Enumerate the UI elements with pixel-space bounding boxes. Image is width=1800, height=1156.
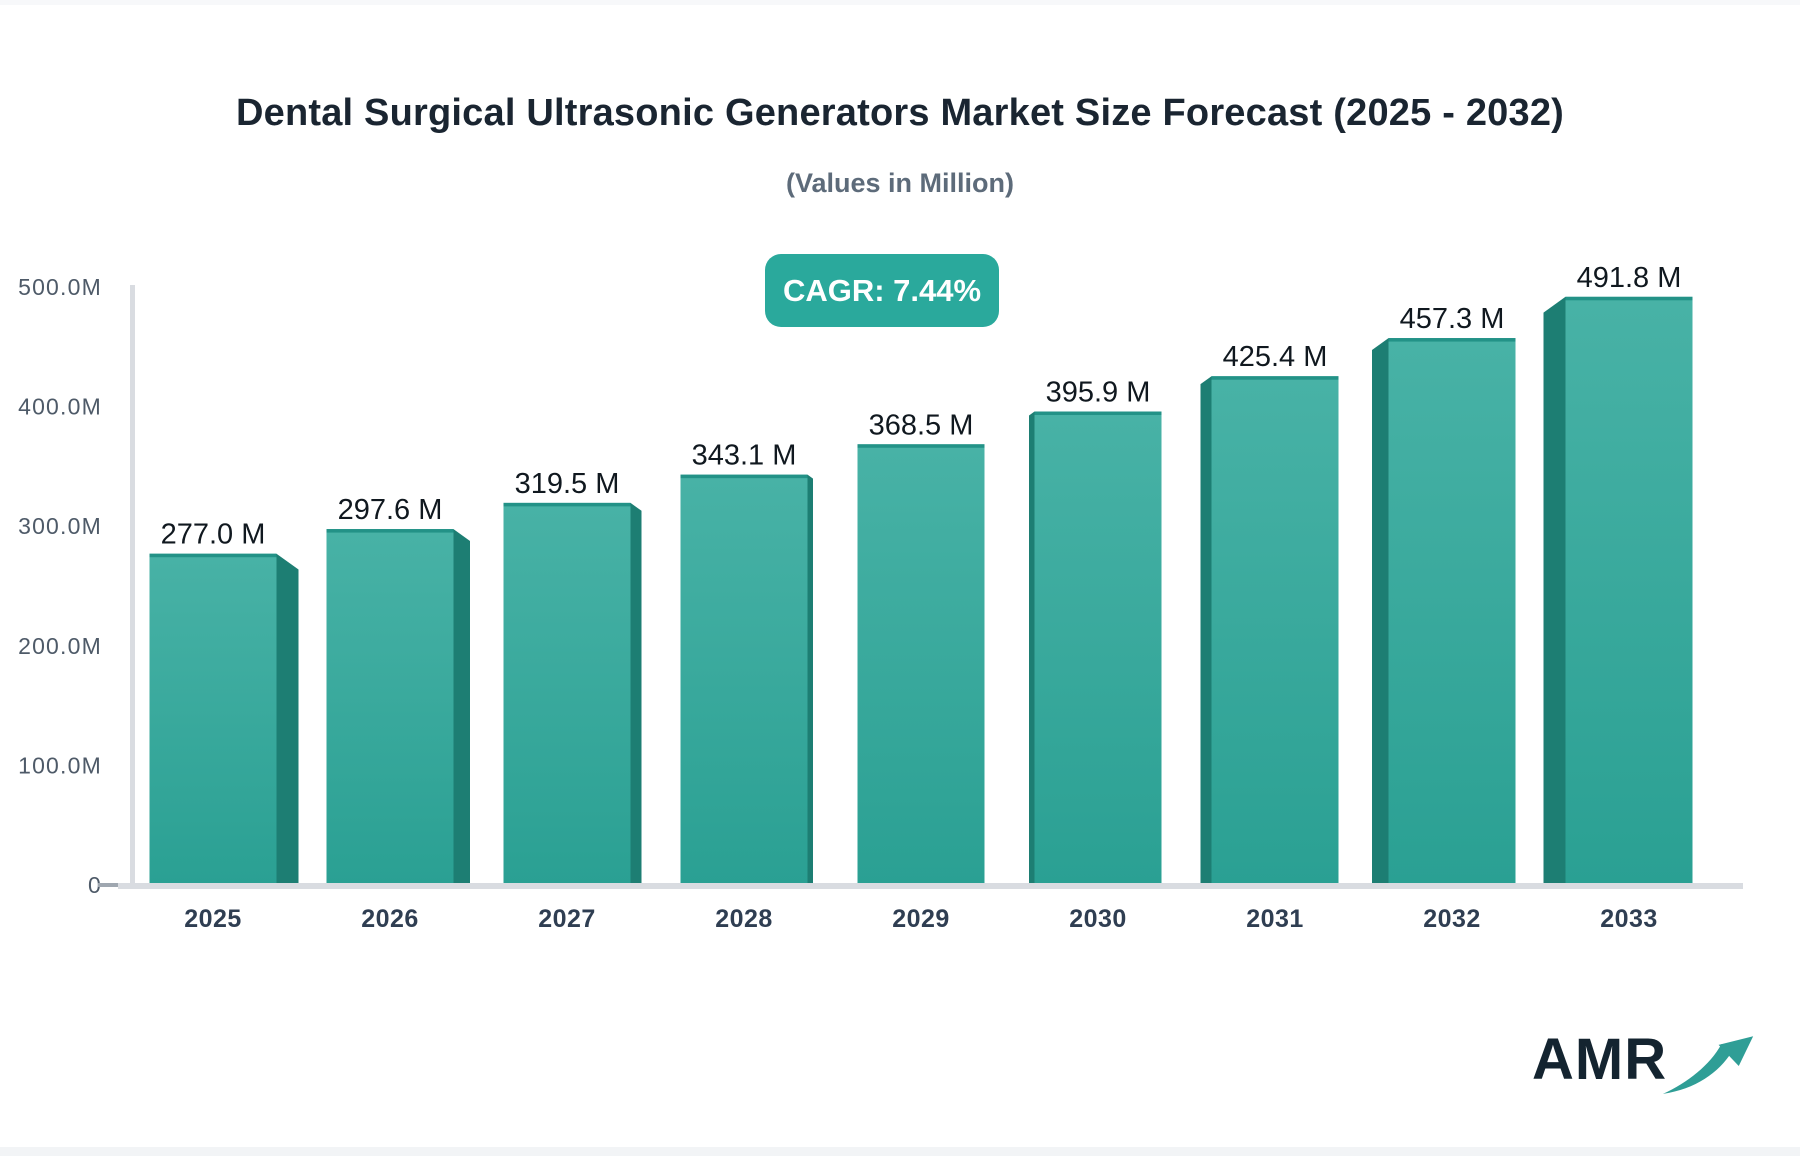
amr-logo-text: AMR [1532, 1027, 1668, 1092]
bar-group-2026: 297.6 M 2026 [326, 494, 470, 933]
bar-2027[interactable] [503, 502, 631, 886]
cagr-badge-label: CAGR: 7.44% [782, 272, 982, 308]
page-bottom-border [0, 1147, 1800, 1156]
y-axis-tick-label: 500.0M [18, 274, 102, 300]
bar-group-2027: 319.5 M 2027 [503, 468, 642, 933]
bar-top-edge [1565, 296, 1693, 301]
bar-group-2032: 457.3 M 2032 [1372, 303, 1516, 933]
bar-value-label: 491.8 M [1577, 262, 1682, 294]
page-subtitle: (Values in Million) [785, 168, 1015, 198]
bar-side-face [453, 529, 470, 886]
bar-top-edge [857, 444, 985, 448]
x-axis-label-2027: 2027 [538, 905, 596, 933]
bar-group-2029: 368.5 M 2029 [857, 409, 985, 933]
bar-group-2030: 395.9 M 2030 [1029, 377, 1162, 933]
x-axis-label-2026: 2026 [361, 905, 419, 933]
bar-2028[interactable] [680, 474, 808, 886]
bar-side-face [807, 474, 813, 886]
bar-side-face [1200, 376, 1212, 886]
bar-value-label: 277.0 M [161, 519, 266, 551]
bar-value-label: 343.1 M [692, 440, 797, 472]
x-axis-label-2032: 2032 [1423, 905, 1481, 933]
cagr-badge: CAGR: 7.44% [765, 254, 999, 327]
x-axis-label-2028: 2028 [715, 905, 773, 933]
bar-side-face [276, 553, 299, 886]
amr-logo: AMR [1532, 1028, 1757, 1102]
bar-2026[interactable] [326, 529, 454, 886]
bar-top-edge [1034, 411, 1162, 416]
bar-2031[interactable] [1211, 376, 1339, 886]
bar-top-edge [1211, 376, 1339, 380]
bar-value-label: 319.5 M [515, 468, 620, 500]
bar-side-face [1029, 411, 1035, 886]
x-axis-label-2030: 2030 [1069, 905, 1127, 933]
bar-2033[interactable] [1565, 296, 1693, 886]
x-axis-label-2033: 2033 [1600, 905, 1658, 933]
x-axis-line [118, 883, 1743, 889]
bar-side-face [1372, 338, 1389, 886]
bar-top-edge [1388, 338, 1516, 342]
bar-top-edge [149, 553, 277, 558]
bar-2029[interactable] [857, 444, 985, 886]
bar-side-face [1543, 296, 1566, 886]
bar-group-2033: 491.8 M 2033 [1543, 262, 1693, 933]
growth-arrow-icon [1663, 1036, 1754, 1094]
bar-top-edge [680, 474, 808, 479]
bar-group-2031: 425.4 M 2031 [1200, 341, 1339, 933]
bar-value-label: 395.9 M [1046, 377, 1151, 409]
bar-group-2025: 277.0 M 2025 [149, 519, 299, 933]
bar-value-label: 425.4 M [1223, 341, 1328, 373]
page-top-border [0, 0, 1800, 5]
bar-value-label: 368.5 M [869, 409, 974, 441]
bar-side-face [630, 502, 642, 886]
bar-2032[interactable] [1388, 338, 1516, 886]
x-axis-label-2031: 2031 [1246, 905, 1304, 933]
y-axis-tick-label: 0 [88, 872, 102, 898]
x-axis-label-2029: 2029 [892, 905, 950, 933]
bar-group-2028: 343.1 M 2028 [680, 440, 813, 933]
bar-top-edge [326, 529, 454, 533]
y-axis-tick-label: 300.0M [18, 513, 102, 539]
bar-value-label: 297.6 M [338, 494, 443, 526]
x-axis-label-2025: 2025 [184, 905, 242, 933]
page-title: Dental Surgical Ultrasonic Generators Ma… [235, 92, 1565, 134]
y-axis-tick-label: 400.0M [18, 394, 102, 420]
y-axis-tick-label: 200.0M [18, 633, 102, 659]
bar-2025[interactable] [149, 553, 277, 886]
y-axis-tick-label: 100.0M [18, 752, 102, 778]
bar-value-label: 457.3 M [1400, 303, 1505, 335]
bar-2030[interactable] [1034, 411, 1162, 886]
zero-tick-mark [98, 883, 122, 887]
bar-top-edge [503, 502, 631, 507]
y-axis-line [130, 285, 135, 888]
